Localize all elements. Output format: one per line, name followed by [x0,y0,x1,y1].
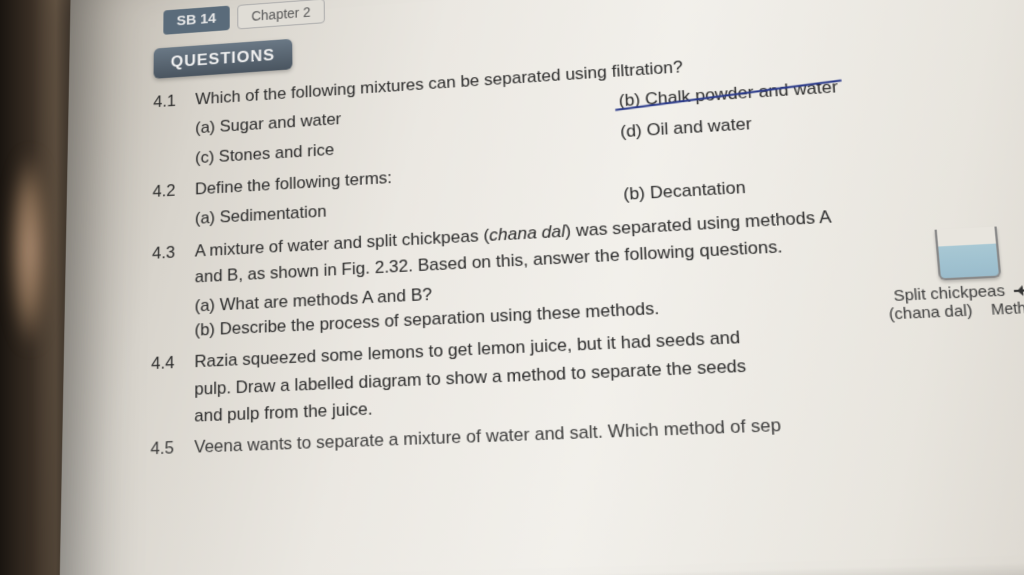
method-a-label: Method A [990,298,1024,318]
question-number: 4.3 [152,238,195,293]
questions-heading: QUESTIONS [154,39,293,79]
question-number: 4.4 [151,349,195,432]
beaker-icon [935,227,1002,281]
question-stem: Razia squeezed some lemons to get lemon … [194,324,757,430]
textbook-page: SB 14 Chapter 2 QUESTIONS 4.1 Which of t… [59,0,1024,575]
shadow-overlay [59,559,1024,575]
question-number: 4.5 [150,434,194,463]
question-number: 4.2 [152,177,195,237]
question-number: 4.1 [153,87,196,175]
chapter-badge: Chapter 2 [237,0,325,29]
sb-badge: SB 14 [163,6,229,35]
figure-2-32: Split chickpeas (chana dal) Method A Fig… [850,222,1024,354]
arrow-icon [1014,288,1024,292]
header-badges: SB 14 Chapter 2 [163,0,1024,35]
